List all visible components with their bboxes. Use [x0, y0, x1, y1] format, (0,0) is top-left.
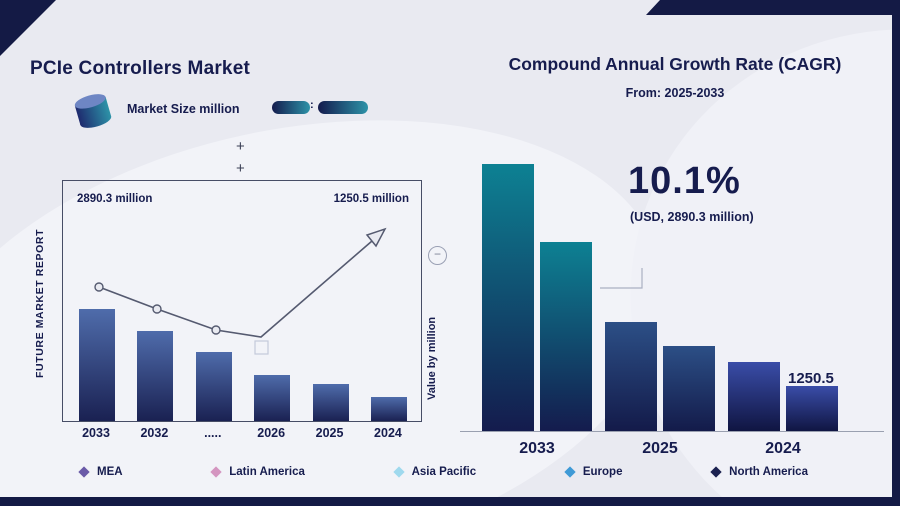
- x-tick-label: 2033: [519, 440, 555, 457]
- value-axis-label: Value by million: [426, 316, 438, 400]
- market-size-bar-.....: [195, 352, 232, 421]
- legend-label: MEA: [97, 466, 123, 478]
- cagr-bar-secondary: [540, 242, 592, 432]
- legend-item-asia-pacific: Asia Pacific: [392, 466, 477, 478]
- min-value-annotation: 1250.5 million: [333, 193, 409, 205]
- value-2024-label: 1250.5: [788, 370, 834, 387]
- market-size-bars: [79, 309, 407, 421]
- cylinder-icon: [74, 94, 112, 128]
- legend-item-north-america: North America: [710, 466, 808, 478]
- x-tick-label: 2024: [765, 440, 801, 457]
- max-value-annotation: 2890.3 million: [77, 193, 153, 205]
- legend-label: Europe: [582, 466, 623, 478]
- legend-item-mea: MEA: [78, 466, 123, 478]
- diamond-marker-icon: [78, 466, 90, 478]
- cagr-bar-group-2033: 2033: [482, 164, 592, 457]
- legend-item-europe: Europe: [564, 466, 623, 478]
- market-size-bar-2025: [312, 384, 349, 421]
- corner-triangle-decoration: [0, 0, 56, 56]
- cagr-axis-line: [460, 431, 884, 432]
- diamond-marker-icon: [210, 466, 222, 478]
- future-market-report-label: FUTURE MARKET REPORT: [34, 228, 46, 378]
- region-legend: MEA Latin America Asia Pacific Europe North …: [78, 466, 808, 478]
- market-size-legend-label: Market Size million: [127, 102, 240, 116]
- plus-decoration: +: [236, 160, 245, 177]
- cagr-period-subtitle: From: 2025-2033: [625, 86, 725, 100]
- legend-label: Asia Pacific: [411, 466, 477, 478]
- cagr-basis-caption: (USD, 2890.3 million): [630, 210, 754, 224]
- cagr-chart-title: Compound Annual Growth Rate (CAGR): [508, 54, 842, 74]
- x-tick-label: 2024: [374, 426, 402, 440]
- diamond-marker-icon: [564, 466, 576, 478]
- decorative-pill: [318, 101, 368, 114]
- top-right-band-decoration: [646, 0, 900, 15]
- market-size-bar-2026: [254, 375, 291, 421]
- legend-label: Latin America: [229, 466, 305, 478]
- x-tick-label: .....: [204, 426, 222, 440]
- cagr-bar-primary: [728, 362, 780, 432]
- market-size-chart: 2890.3 million 1250.5 million: [62, 180, 422, 422]
- market-size-bar-2033: [79, 309, 115, 421]
- diamond-marker-icon: [392, 466, 405, 478]
- diamond-marker-icon: [710, 466, 722, 478]
- cagr-bar-secondary: [663, 346, 715, 432]
- market-size-bar-2032: [137, 331, 174, 421]
- left-chart-title: PCIe Controllers Market: [30, 58, 250, 79]
- plus-decoration: +: [236, 138, 245, 155]
- x-tick-label: 2032: [140, 426, 169, 440]
- legend-label: North America: [729, 466, 808, 478]
- cagr-bar-group-2025: 2025: [605, 322, 715, 457]
- decorative-pill: [272, 101, 310, 114]
- cagr-bar-primary: [605, 322, 657, 432]
- market-size-x-axis: 2033 2032..... 2026 2025 2024: [78, 426, 406, 440]
- x-tick-label: 2025: [642, 440, 678, 457]
- x-tick-label: 2033: [82, 426, 110, 440]
- cagr-bar-groups: 2033 2025 2024: [482, 164, 838, 457]
- cagr-bar-primary: [482, 164, 534, 432]
- x-tick-label: 2026: [257, 426, 286, 440]
- market-size-bar-2024: [370, 397, 407, 421]
- legend-item-latin-america: Latin America: [210, 466, 305, 478]
- right-edge-strip: [892, 0, 900, 506]
- cagr-bar-secondary: [786, 386, 838, 432]
- cagr-bar-group-2024: 2024: [728, 362, 838, 457]
- x-tick-label: 2025: [315, 426, 344, 440]
- pill-colon-decoration: :: [310, 99, 314, 111]
- cagr-value: 10.1%: [628, 160, 741, 202]
- minus-badge-decoration: −: [428, 246, 447, 265]
- bottom-edge-strip: [0, 497, 900, 506]
